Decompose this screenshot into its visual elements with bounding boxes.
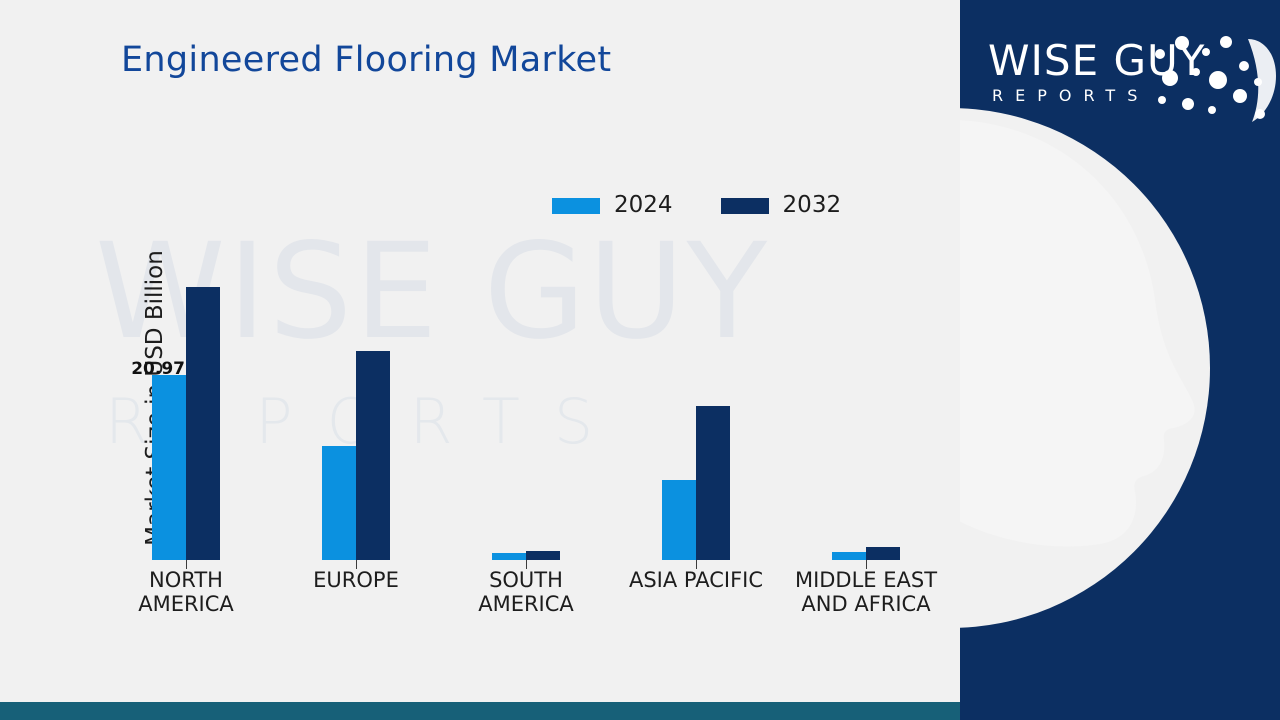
- x-axis-category-label: SOUTH AMERICA: [478, 568, 574, 616]
- x-axis-category-label: NORTH AMERICA: [138, 568, 234, 616]
- legend-label-2032: 2032: [782, 192, 842, 218]
- chart-legend: 2024 2032: [552, 194, 841, 217]
- bottom-accent-strip: [0, 702, 960, 720]
- bar-2024-europe[interactable]: [322, 445, 356, 560]
- bar-group: MIDDLE EAST AND AFRICA: [795, 180, 937, 615]
- legend-swatch-2032: [720, 197, 769, 214]
- x-axis-category-label: EUROPE: [313, 568, 399, 592]
- x-axis-tick: [696, 560, 697, 569]
- head-silhouette-icon: [960, 120, 1195, 547]
- legend-swatch-2024: [552, 197, 600, 214]
- bar-2032-south-america[interactable]: [526, 551, 560, 560]
- brand-logo: WISE GUY REPORTS: [988, 36, 1276, 122]
- x-axis-category-label: MIDDLE EAST AND AFRICA: [794, 568, 938, 616]
- bar-2032-middle-east-and-africa[interactable]: [866, 547, 900, 560]
- x-axis-category-label: ASIA PACIFIC: [628, 568, 764, 592]
- y-axis-label-wrapper: Market Size in USD Billion: [60, 195, 168, 555]
- bar-2024-south-america[interactable]: [492, 553, 526, 560]
- bar-group: EUROPE: [313, 180, 399, 592]
- brain-dot-pattern-icon: [960, 155, 1140, 575]
- bar-2032-asia-pacific[interactable]: [696, 406, 730, 560]
- bar-group: SOUTH AMERICA: [478, 180, 574, 615]
- legend-label-2024: 2024: [614, 192, 673, 218]
- bar-2032-europe[interactable]: [356, 351, 390, 560]
- brand-panel: [960, 0, 1280, 720]
- logo-dot-pattern-icon: [1155, 36, 1276, 122]
- legend-item-2032[interactable]: 2032: [720, 192, 842, 218]
- bar-2024-north-america[interactable]: [152, 374, 186, 560]
- bar-value-label: 20.97: [131, 358, 185, 379]
- chart-plot-area: 20.97 NORTH AMERICA EUROPE SOUTH AMERICA ASI…: [100, 180, 940, 615]
- logo-secondary-text: REPORTS: [992, 86, 1150, 105]
- bar-group: ASIA PACIFIC: [629, 180, 763, 592]
- x-axis-tick: [866, 560, 867, 569]
- legend-item-2024[interactable]: 2024: [552, 194, 673, 217]
- bar-2024-middle-east-and-africa[interactable]: [832, 552, 866, 560]
- x-axis-tick: [526, 560, 527, 569]
- x-axis-tick: [356, 560, 357, 569]
- x-axis-tick: [186, 560, 187, 569]
- bar-2032-north-america[interactable]: [186, 286, 220, 560]
- bar-group: 20.97 NORTH AMERICA: [131, 180, 234, 615]
- page-title: Engineered Flooring Market: [121, 40, 612, 80]
- bar-2024-asia-pacific[interactable]: [662, 480, 696, 560]
